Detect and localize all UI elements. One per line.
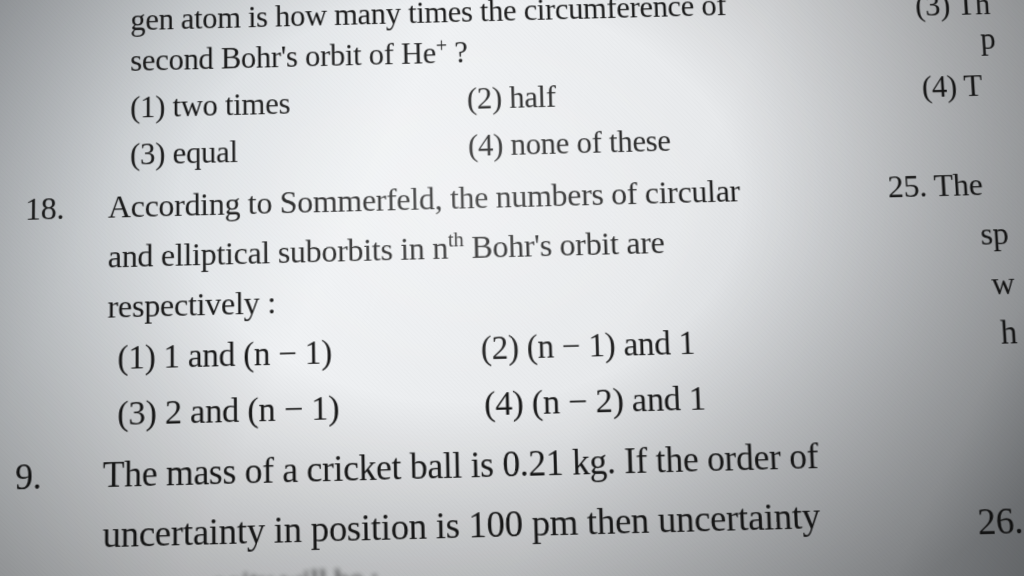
text-line-l6: and elliptical suborbits in nth Bohr's o…: [108, 224, 665, 275]
text-line-l8a: (1) 1 and (n − 1): [117, 335, 332, 378]
text-line-l11: uncertainty in position is 100 pm then u…: [102, 494, 820, 557]
text-line-l12: ooity will be :: [211, 562, 379, 576]
text-line-l11r: 26.: [976, 499, 1024, 544]
text-line-l9a: (3) 2 and (n − 1): [117, 390, 339, 435]
text-line-l1r: (3) Th: [914, 0, 991, 24]
text-line-l8r: h: [999, 315, 1018, 353]
text-line-l1: gen atom is how many times the circumfer…: [130, 0, 726, 38]
text-line-l6r: sp: [979, 215, 1009, 253]
text-line-l10n: 9.: [15, 457, 42, 499]
text-line-l10: The mass of a cricket ball is 0.21 kg. I…: [103, 436, 819, 496]
text-line-l3a: (1) two times: [130, 86, 290, 125]
page-surface: gen atom is how many times the circumfer…: [0, 0, 1024, 576]
text-line-l5: According to Sommerfeld, the numbers of …: [108, 173, 741, 226]
text-line-l5r: 25. The: [887, 166, 984, 205]
text-line-l9b: (4) (n − 2) and 1: [484, 380, 707, 425]
text-line-l4a: (3) equal: [130, 134, 238, 172]
text-line-l7r: w: [990, 265, 1015, 303]
text-line-l8b: (2) (n − 1) and 1: [480, 325, 695, 368]
text-line-l2r: p: [979, 22, 996, 57]
text-container: gen atom is how many times the circumfer…: [2, 0, 1008, 18]
text-line-l7: respectively :: [107, 284, 276, 326]
text-line-l2: second Bohr's orbit of He+ ?: [130, 35, 468, 79]
text-line-l5n: 18.: [25, 190, 64, 228]
text-line-l3b: (2) half: [467, 79, 557, 116]
text-line-l3r: (4) T: [921, 68, 983, 105]
text-line-l4b: (4) none of these: [468, 123, 672, 164]
